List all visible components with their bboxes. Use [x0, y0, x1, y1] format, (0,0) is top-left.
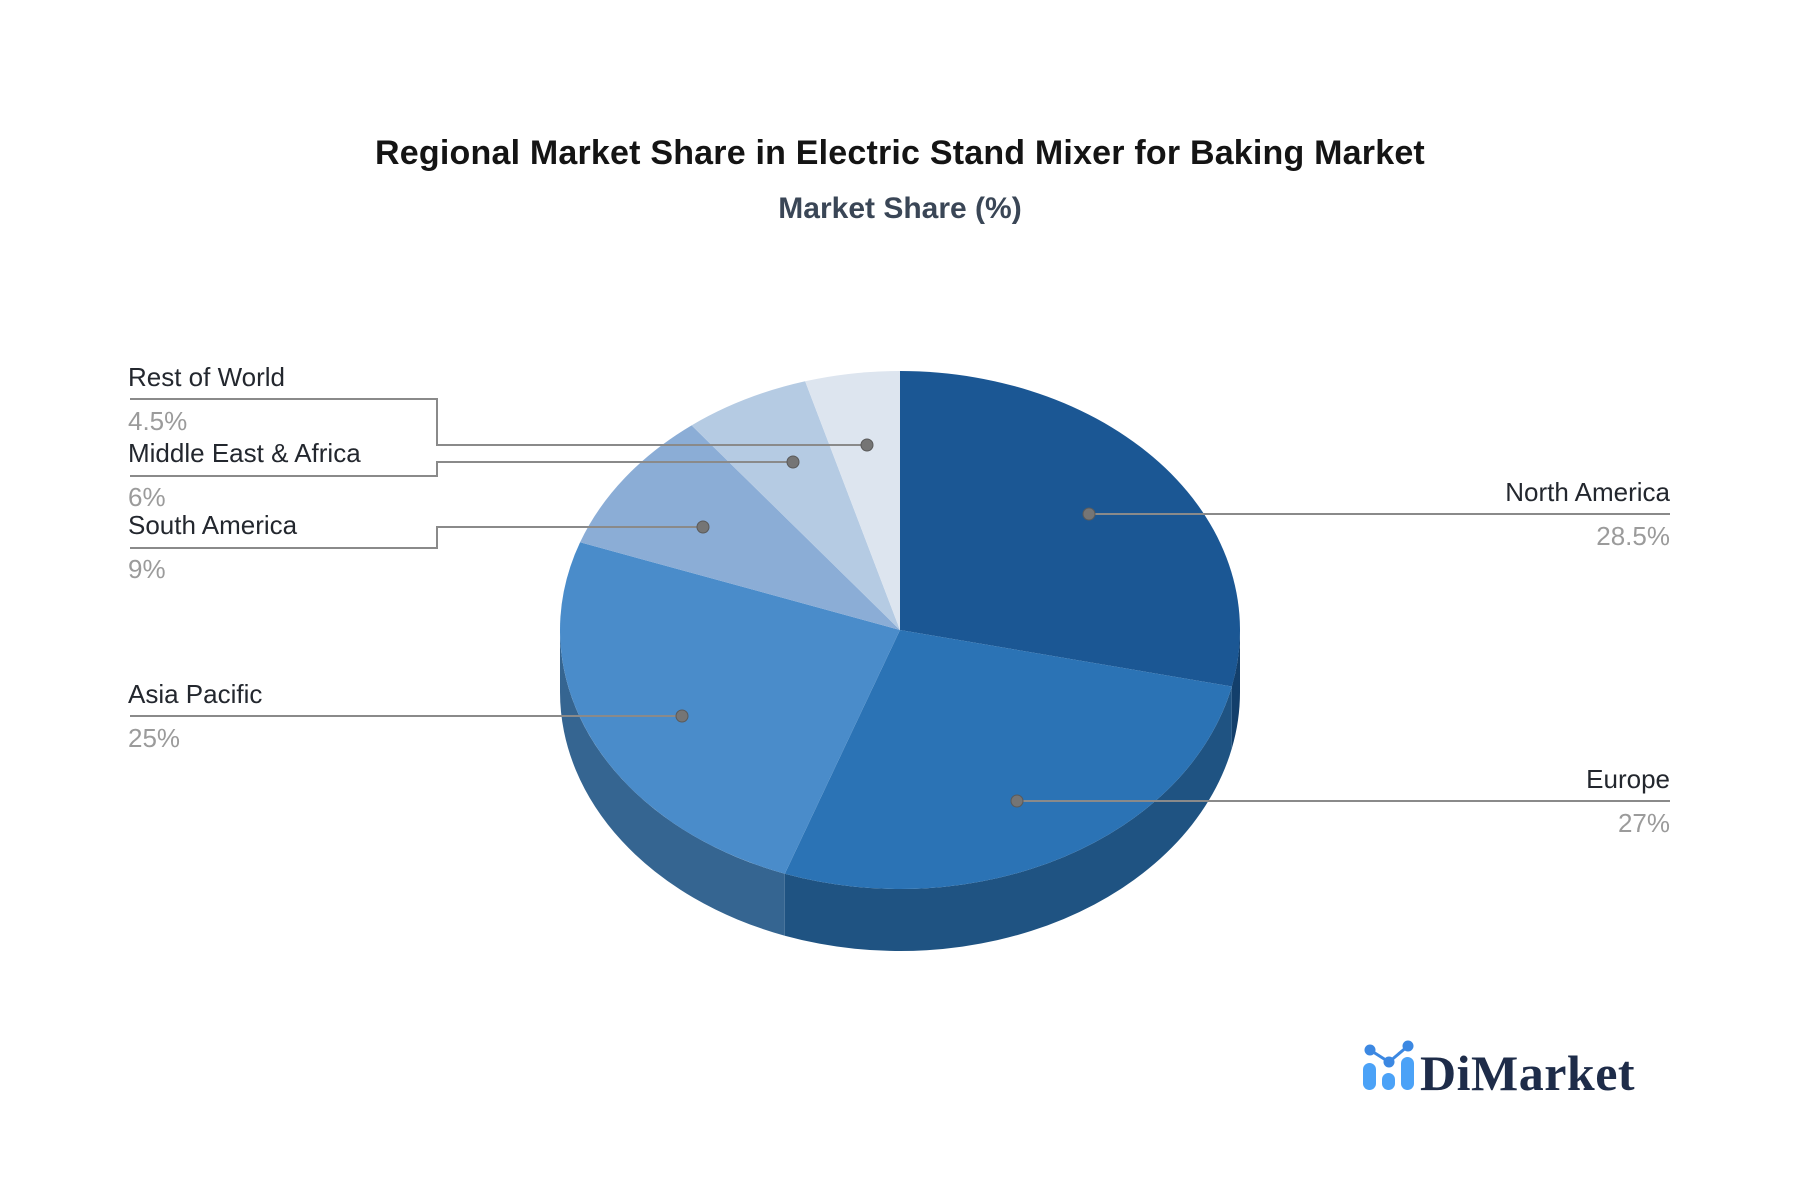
callout-north-america-value: 28.5% [1596, 521, 1670, 551]
pie-rim-asia-pacific [560, 630, 785, 936]
chart-title: Regional Market Share in Electric Stand … [375, 134, 1425, 172]
callout-line-middle-east-africa [130, 461, 793, 477]
callout-europe-value: 27% [1617, 808, 1670, 838]
pie-slice-asia-pacific [560, 542, 900, 874]
callout-line-rest-of-world [130, 398, 867, 446]
callout-asia-pacific-label: Asia Pacific [128, 679, 263, 709]
pie-slice-north-america [900, 370, 1240, 687]
callout-asia-pacific-value: 25% [128, 723, 181, 753]
callout-dot-europe [1010, 794, 1024, 808]
callout-europe-label: Europe [1586, 764, 1670, 794]
brand-logo-text: DiMarket [1420, 1045, 1636, 1101]
callout-dot-south-america [696, 520, 710, 534]
callout-line-south-america [130, 526, 703, 549]
callout-middle-east-africa-label: Middle East & Africa [128, 438, 361, 468]
callout-dot-middle-east-africa [786, 455, 800, 469]
pie-slice-middle-east-africa [691, 381, 900, 630]
callout-middle-east-africa-value: 6% [128, 482, 166, 512]
chart-subtitle: Market Share (%) [778, 192, 1022, 225]
pie-slice-europe [784, 630, 1232, 889]
callout-south-america-label: South America [128, 510, 298, 540]
brand-logo: DiMarket [1358, 1036, 1698, 1106]
callout-rest-of-world-value: 4.5% [128, 406, 188, 436]
callout-rest-of-world-label: Rest of World [128, 362, 286, 392]
callout-dot-asia-pacific [675, 709, 689, 723]
bar-line-chart-icon [1363, 1040, 1414, 1090]
callout-dot-rest-of-world [860, 438, 874, 452]
pie-rim-europe [784, 686, 1232, 951]
callout-dot-north-america [1082, 507, 1096, 521]
callout-south-america-value: 9% [128, 554, 166, 584]
pie-slice-south-america [580, 425, 900, 630]
callout-north-america-label: North America [1505, 477, 1670, 507]
pie-slice-rest-of-world [805, 371, 900, 630]
pie-rim-north-america [1231, 630, 1240, 749]
